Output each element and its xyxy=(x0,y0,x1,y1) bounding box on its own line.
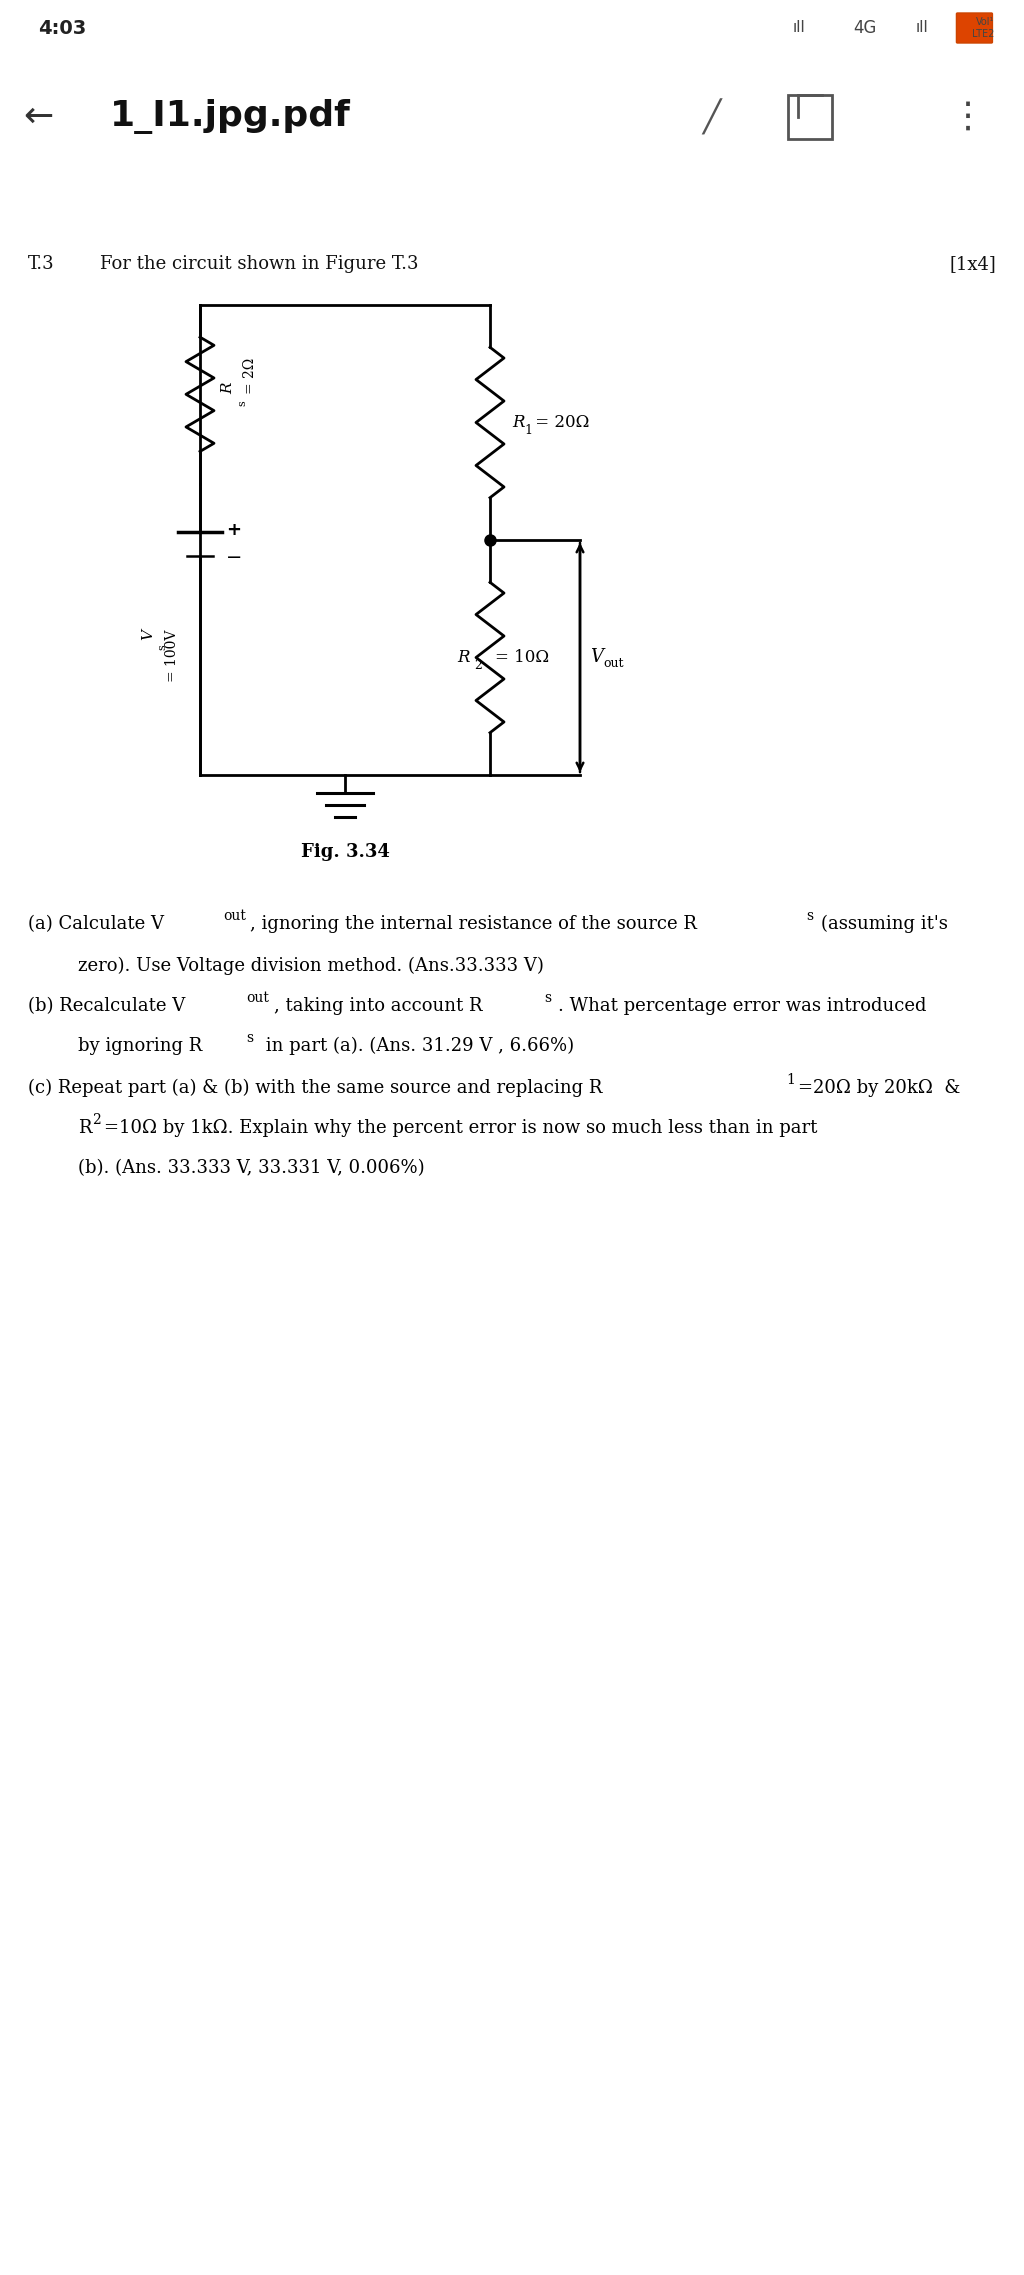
Text: , taking into account R: , taking into account R xyxy=(274,996,482,1015)
Text: R: R xyxy=(458,648,470,667)
Text: out: out xyxy=(223,910,246,924)
Text: −: − xyxy=(226,548,243,566)
Text: ıll: ıll xyxy=(915,20,928,36)
Text: +: + xyxy=(226,521,241,539)
Text: in part (a). (Ans. 31.29 V , 6.66%): in part (a). (Ans. 31.29 V , 6.66%) xyxy=(260,1037,574,1056)
Text: Vol¹: Vol¹ xyxy=(976,16,994,27)
Text: s: s xyxy=(544,992,551,1006)
Text: Fig. 3.34: Fig. 3.34 xyxy=(301,844,389,860)
Text: ←: ← xyxy=(23,100,53,134)
Text: 2: 2 xyxy=(474,660,482,671)
Text: R: R xyxy=(78,1119,91,1138)
Text: s: s xyxy=(157,644,167,651)
Text: out: out xyxy=(246,992,269,1006)
Text: s: s xyxy=(806,910,813,924)
Text: = 10Ω: = 10Ω xyxy=(495,648,549,667)
Text: (c) Repeat part (a) & (b) with the same source and replacing R: (c) Repeat part (a) & (b) with the same … xyxy=(28,1078,602,1097)
Text: R: R xyxy=(221,382,234,394)
Text: For the circuit shown in Figure T.3: For the circuit shown in Figure T.3 xyxy=(100,255,419,273)
Text: 2: 2 xyxy=(92,1112,100,1126)
Text: =10Ω by 1kΩ. Explain why the percent error is now so much less than in part: =10Ω by 1kΩ. Explain why the percent err… xyxy=(104,1119,817,1138)
Text: . What percentage error was introduced: . What percentage error was introduced xyxy=(558,996,927,1015)
Text: 1: 1 xyxy=(786,1074,795,1087)
Text: (assuming it's: (assuming it's xyxy=(821,915,948,933)
Text: out: out xyxy=(603,657,624,671)
Text: ⋮: ⋮ xyxy=(949,100,986,134)
Text: (b). (Ans. 33.333 V, 33.331 V, 0.006%): (b). (Ans. 33.333 V, 33.331 V, 0.006%) xyxy=(78,1158,425,1176)
Text: 1_I1.jpg.pdf: 1_I1.jpg.pdf xyxy=(110,100,351,134)
Text: = 2Ω: = 2Ω xyxy=(243,357,257,394)
Text: LTE2: LTE2 xyxy=(972,30,994,39)
Text: s: s xyxy=(246,1031,253,1044)
Text: (b) Recalculate V: (b) Recalculate V xyxy=(28,996,185,1015)
Text: zero). Use Voltage division method. (Ans.33.333 V): zero). Use Voltage division method. (Ans… xyxy=(78,958,544,976)
Text: V: V xyxy=(141,630,155,639)
Text: (a) Calculate V: (a) Calculate V xyxy=(28,915,164,933)
Text: = 100V: = 100V xyxy=(165,630,179,682)
Text: 4G: 4G xyxy=(854,18,877,36)
Text: ıll: ıll xyxy=(793,20,805,36)
Text: s: s xyxy=(237,400,247,407)
Text: R: R xyxy=(512,414,524,430)
FancyBboxPatch shape xyxy=(956,14,992,43)
Text: by ignoring R: by ignoring R xyxy=(78,1037,203,1056)
Text: V: V xyxy=(590,648,603,667)
Text: 1: 1 xyxy=(524,423,532,437)
Text: ╱: ╱ xyxy=(702,98,721,134)
Text: 4:03: 4:03 xyxy=(38,18,86,36)
Text: = 20Ω: = 20Ω xyxy=(530,414,590,430)
Text: =20Ω by 20kΩ  &: =20Ω by 20kΩ & xyxy=(798,1078,961,1097)
Text: T.3: T.3 xyxy=(28,255,54,273)
Text: [1x4]: [1x4] xyxy=(949,255,996,273)
Text: , ignoring the internal resistance of the source R: , ignoring the internal resistance of th… xyxy=(250,915,697,933)
